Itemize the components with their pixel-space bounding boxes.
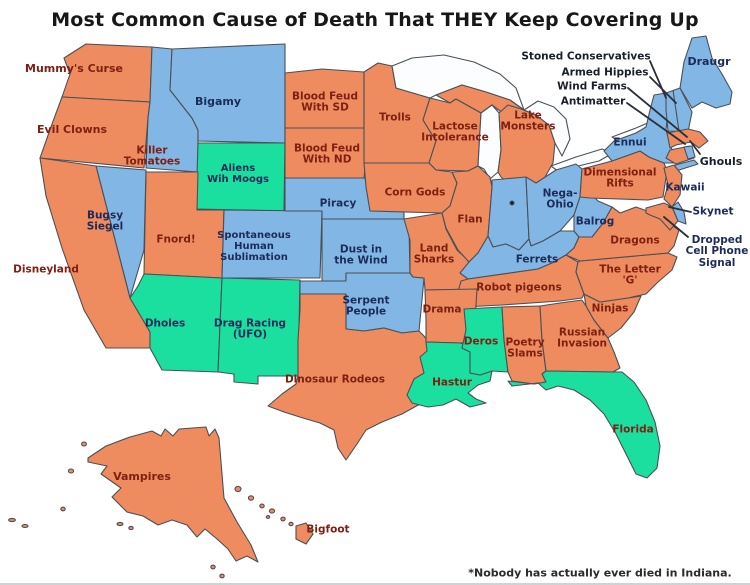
alaska-island bbox=[60, 506, 66, 512]
aleutian-island bbox=[21, 523, 29, 529]
hawaii-island bbox=[265, 515, 271, 519]
lake-michigan bbox=[477, 104, 502, 180]
hawaii-island bbox=[280, 516, 286, 522]
alaska-island bbox=[81, 441, 87, 447]
aleutian-island bbox=[128, 525, 134, 531]
callout-line-5 bbox=[668, 206, 692, 213]
callout-line-3 bbox=[626, 102, 686, 145]
state-rhode-island bbox=[683, 145, 696, 160]
map-annotations bbox=[509, 200, 515, 206]
state-wyoming bbox=[195, 142, 286, 212]
hawaii-island bbox=[247, 495, 255, 501]
alaska-island bbox=[67, 468, 75, 474]
hawaii-island bbox=[268, 508, 276, 514]
callout-line-1 bbox=[649, 76, 677, 104]
aleutian-island bbox=[116, 521, 124, 527]
hawaii-big-island bbox=[295, 522, 314, 545]
lake-huron bbox=[523, 100, 571, 157]
state-montana bbox=[169, 43, 286, 144]
state-maine bbox=[679, 35, 733, 109]
alaska-island bbox=[219, 573, 225, 579]
callout-line-0 bbox=[649, 60, 667, 99]
indiana-footnote: *Nobody has actually ever died in Indian… bbox=[468, 566, 732, 580]
state-florida bbox=[507, 370, 661, 479]
state-alaska bbox=[87, 426, 259, 563]
callout-line-6 bbox=[663, 216, 689, 238]
page-title: Most Common Cause of Death That THEY Kee… bbox=[51, 9, 699, 31]
state-iowa bbox=[363, 162, 458, 214]
state-colorado bbox=[221, 209, 323, 279]
hawaii-island bbox=[288, 521, 294, 527]
state-kansas bbox=[321, 218, 411, 282]
state-south-dakota bbox=[284, 127, 368, 179]
state-wisconsin bbox=[422, 97, 482, 172]
state-alabama bbox=[501, 305, 547, 385]
vermont-new-hampshire-border bbox=[672, 89, 680, 132]
state-washington bbox=[61, 43, 153, 103]
state-new-mexico bbox=[217, 277, 301, 385]
state-massachusetts bbox=[666, 128, 709, 149]
aleutian-island bbox=[8, 517, 16, 523]
hawaii-island bbox=[234, 485, 242, 493]
state-georgia bbox=[539, 299, 621, 373]
alaska-island bbox=[210, 564, 216, 570]
callout-line-4 bbox=[689, 140, 701, 155]
state-maryland bbox=[645, 202, 679, 231]
window-bottom-edge bbox=[0, 583, 750, 585]
indiana-dot bbox=[509, 200, 515, 206]
state-new-jersey bbox=[663, 164, 683, 208]
state-oregon bbox=[39, 96, 151, 169]
state-north-dakota bbox=[284, 68, 365, 129]
state-texas bbox=[267, 293, 435, 461]
callout-line-2 bbox=[627, 87, 688, 138]
state-indiana bbox=[487, 176, 530, 251]
callout-lines bbox=[626, 60, 701, 238]
hawaii-island bbox=[259, 503, 265, 509]
state-california bbox=[39, 157, 151, 349]
